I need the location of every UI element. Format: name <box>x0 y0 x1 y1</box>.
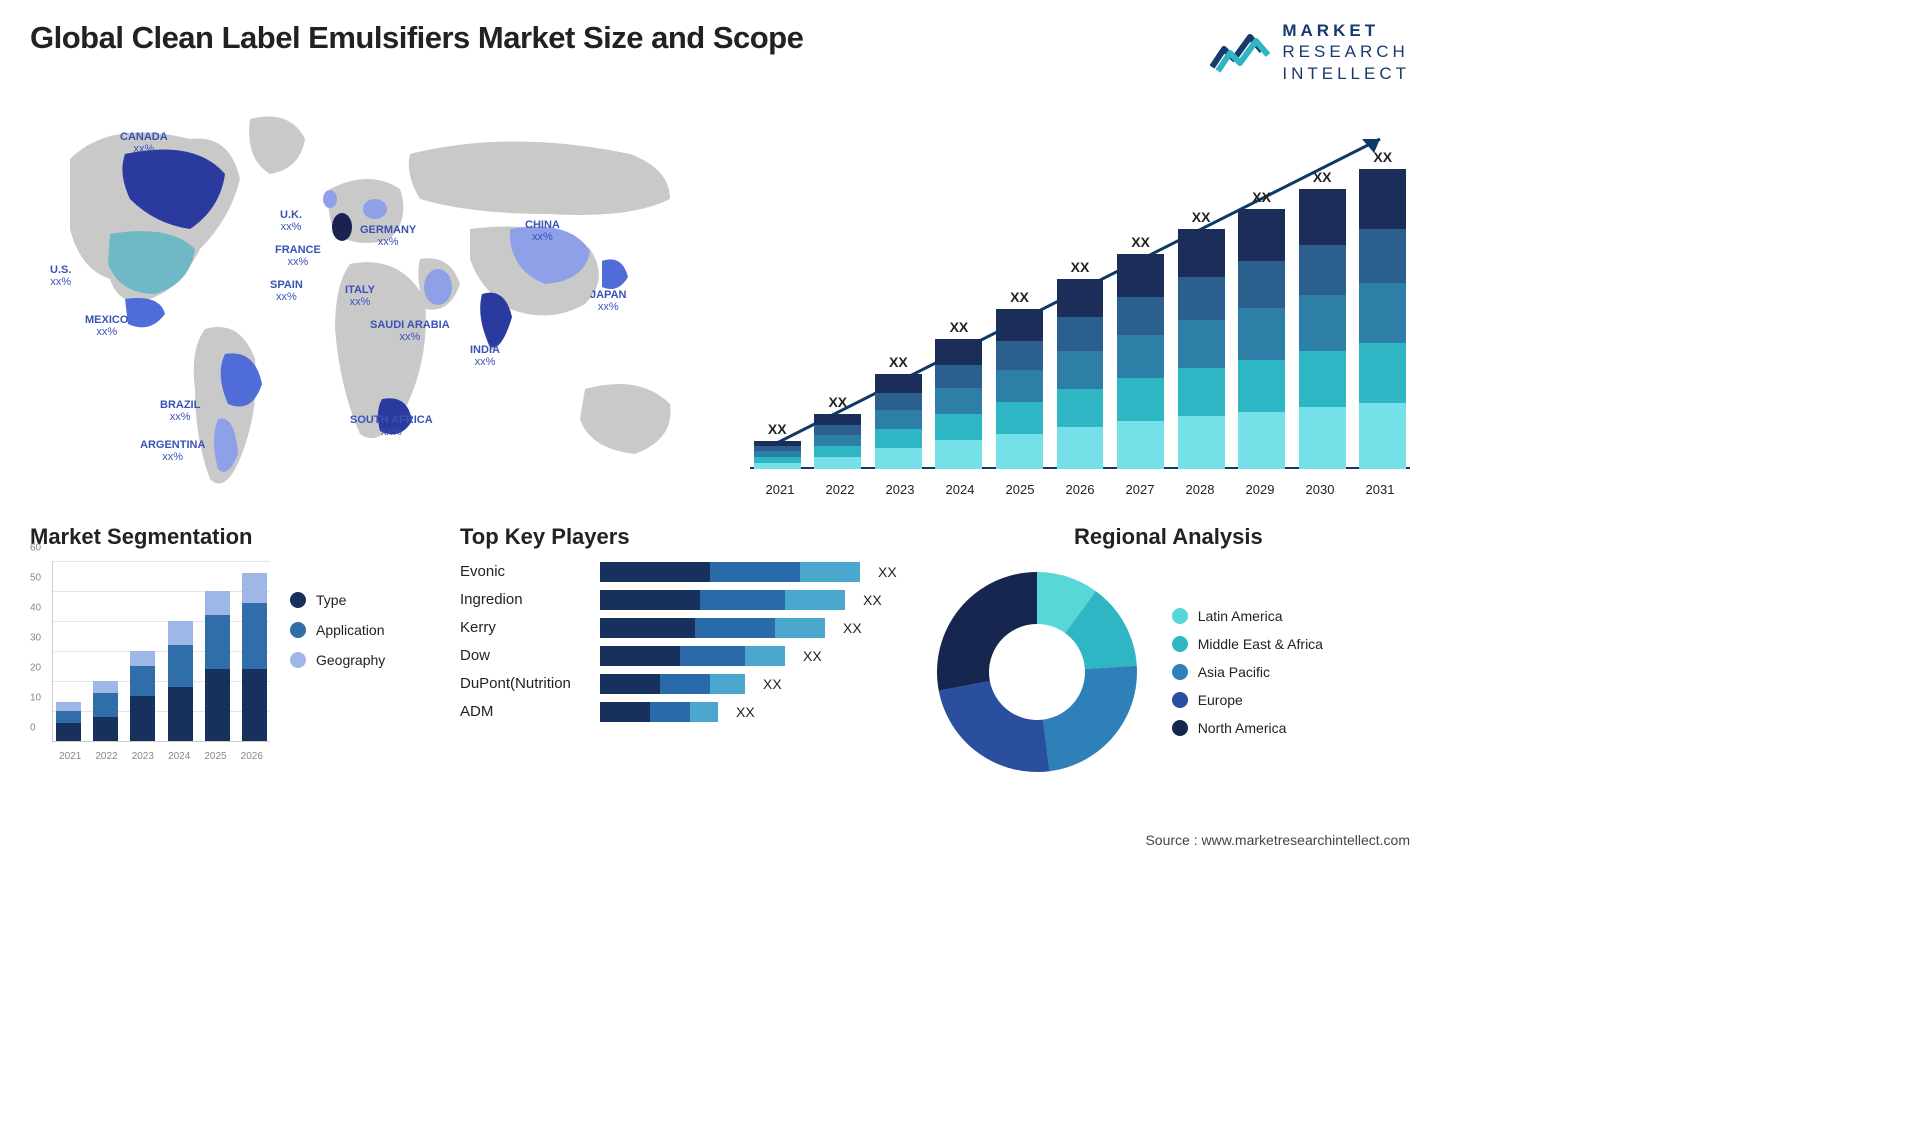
player-row: DuPont(NutritionXX <box>460 674 897 694</box>
map-brazil <box>221 353 262 406</box>
map-label: SOUTH AFRICAxx% <box>350 414 433 439</box>
legend-item: Asia Pacific <box>1172 664 1323 680</box>
logo-icon <box>1210 27 1272 77</box>
legend-item: Europe <box>1172 692 1323 708</box>
legend-item: Middle East & Africa <box>1172 636 1323 652</box>
page-title: Global Clean Label Emulsifiers Market Si… <box>30 20 803 56</box>
player-row: DowXX <box>460 646 897 666</box>
map-france <box>332 213 352 241</box>
donut-slice <box>937 572 1037 691</box>
forecast-bar: XX <box>871 354 926 469</box>
player-row: KerryXX <box>460 618 897 638</box>
donut-slice <box>938 681 1049 772</box>
players-section: Top Key Players EvonicXX IngredionXX Kerry… <box>460 524 897 782</box>
map-label: INDIAxx% <box>470 344 500 369</box>
segmentation-bar <box>202 591 233 741</box>
legend-item: Application <box>290 622 385 638</box>
map-label: CHINAxx% <box>525 219 560 244</box>
regional-donut <box>927 562 1147 782</box>
map-label: U.K.xx% <box>280 209 302 234</box>
forecast-bar: XX <box>1053 259 1108 469</box>
map-label: ARGENTINAxx% <box>140 439 205 464</box>
segmentation-chart: 0102030405060 202120222023202420252026 <box>30 562 270 762</box>
map-label: U.S.xx% <box>50 264 71 289</box>
forecast-bar: XX <box>932 319 987 469</box>
legend-item: North America <box>1172 720 1323 736</box>
forecast-bar: XX <box>750 421 805 469</box>
forecast-bar: XX <box>1174 209 1229 469</box>
players-title: Top Key Players <box>460 524 897 550</box>
map-label: BRAZILxx% <box>160 399 200 424</box>
legend-item: Geography <box>290 652 385 668</box>
map-label: SPAINxx% <box>270 279 303 304</box>
map-label: MEXICOxx% <box>85 314 128 339</box>
donut-slice <box>1043 665 1137 770</box>
regional-title: Regional Analysis <box>927 524 1410 550</box>
regional-legend: Latin America Middle East & Africa Asia Pa… <box>1172 608 1323 736</box>
map-label: FRANCExx% <box>275 244 321 269</box>
segmentation-title: Market Segmentation <box>30 524 430 550</box>
forecast-bar: XX <box>992 289 1047 469</box>
forecast-bar: XX <box>1113 234 1168 469</box>
segmentation-section: Market Segmentation 0102030405060 202120… <box>30 524 430 782</box>
source-text: Source : www.marketresearchintellect.com <box>1145 832 1410 848</box>
forecast-bar: XX <box>811 394 866 469</box>
forecast-chart: XXXXXXXXXXXXXXXXXXXXXX 20212022202320242… <box>750 99 1410 499</box>
map-japan <box>602 259 628 289</box>
map-label: ITALYxx% <box>345 284 375 309</box>
world-map: CANADAxx% U.S.xx% MEXICOxx% BRAZILxx% ARGENT… <box>30 99 710 499</box>
segmentation-bar <box>239 573 270 741</box>
player-row: IngredionXX <box>460 590 897 610</box>
player-row: ADMXX <box>460 702 897 722</box>
segmentation-legend: Type Application Geography <box>290 562 385 762</box>
map-label: GERMANYxx% <box>360 224 416 249</box>
legend-item: Type <box>290 592 385 608</box>
forecast-bar: XX <box>1295 169 1350 469</box>
logo-text: MARKET RESEARCH INTELLECT <box>1282 20 1410 84</box>
map-label: JAPANxx% <box>590 289 626 314</box>
map-uk <box>323 190 337 208</box>
legend-item: Latin America <box>1172 608 1323 624</box>
header: Global Clean Label Emulsifiers Market Si… <box>30 20 1410 84</box>
map-label: CANADAxx% <box>120 131 168 156</box>
segmentation-bar <box>127 651 158 741</box>
forecast-bar: XX <box>1355 149 1410 469</box>
map-label: SAUDI ARABIAxx% <box>370 319 450 344</box>
brand-logo: MARKET RESEARCH INTELLECT <box>1210 20 1410 84</box>
segmentation-bar <box>90 681 121 741</box>
player-row: EvonicXX <box>460 562 897 582</box>
regional-section: Regional Analysis Latin America Middle Ea… <box>927 524 1410 782</box>
bottom-row: Market Segmentation 0102030405060 202120… <box>30 524 1410 782</box>
segmentation-bar <box>53 702 84 741</box>
map-mexico <box>125 298 165 327</box>
segmentation-bar <box>165 621 196 741</box>
forecast-bar: XX <box>1234 189 1289 469</box>
map-germany <box>363 199 387 219</box>
map-saudi <box>424 269 452 305</box>
top-row: CANADAxx% U.S.xx% MEXICOxx% BRAZILxx% ARGENT… <box>30 99 1410 499</box>
